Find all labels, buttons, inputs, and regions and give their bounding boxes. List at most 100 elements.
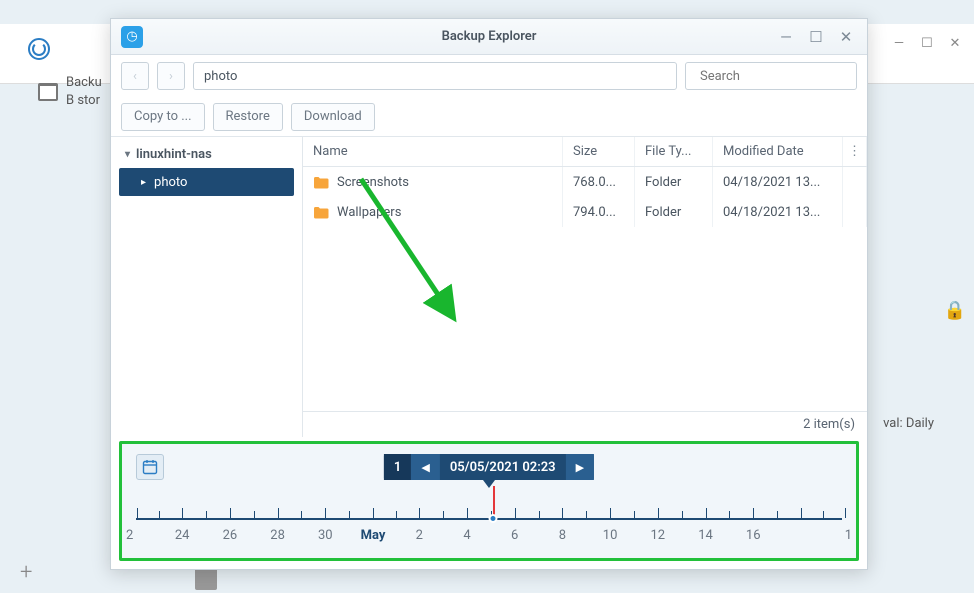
timeline-tick-minor: [777, 511, 778, 518]
search-input[interactable]: [700, 69, 866, 84]
bg-item-line2: B stor: [66, 92, 102, 110]
action-toolbar: Copy to ... Restore Download: [111, 97, 867, 137]
cell-name: Screenshots: [303, 167, 563, 197]
tree-root-label: linuxhint-nas: [136, 147, 212, 162]
timeline-day-label: 24: [175, 528, 190, 543]
timeline-tick-minor: [254, 511, 255, 518]
tree-root[interactable]: ▾ linuxhint-nas: [111, 143, 302, 166]
search-box[interactable]: [685, 62, 857, 90]
timeline-tick: [610, 508, 611, 518]
col-name[interactable]: Name: [303, 137, 563, 166]
timeline-labels: 224262830May2468101214161: [122, 528, 856, 548]
cell-modified: 04/18/2021 13...: [713, 197, 843, 227]
download-button[interactable]: Download: [291, 103, 375, 131]
window-controls: — ☐ ✕: [777, 28, 867, 46]
timeline-tick: [230, 508, 231, 518]
timeline-day-label: 12: [651, 528, 666, 543]
col-type[interactable]: File Ty...: [635, 137, 713, 166]
timeline-day-label: 26: [223, 528, 238, 543]
timeline-tick: [706, 508, 707, 518]
cell-spacer: [843, 197, 867, 227]
timeline-day-label: 16: [746, 528, 761, 543]
timeline-day-label: 4: [463, 528, 470, 543]
back-button[interactable]: ‹: [121, 62, 149, 90]
table-row[interactable]: Screenshots768.0...Folder04/18/2021 13..…: [303, 167, 867, 197]
col-menu-button[interactable]: ⋮: [843, 137, 867, 166]
timeline-tick-minor: [539, 511, 540, 518]
timeline-tick: [325, 508, 326, 518]
timeline-tick: [419, 508, 420, 518]
timeline-tick-minor: [206, 511, 207, 518]
timeline-tick: [467, 508, 468, 518]
table-header: Name Size File Ty... Modified Date ⋮: [303, 137, 867, 167]
close-button[interactable]: ✕: [837, 28, 855, 46]
bg-lock-icon: 🔒: [944, 300, 966, 321]
timeline-day-label: 2: [126, 528, 133, 543]
caret-down-icon: ▾: [125, 149, 130, 160]
timeline-tick: [182, 508, 183, 518]
timeline-tick: [658, 508, 659, 518]
timeline-tick-minor: [823, 511, 824, 518]
col-modified[interactable]: Modified Date: [713, 137, 843, 166]
titlebar[interactable]: ◷ Backup Explorer — ☐ ✕: [111, 19, 867, 55]
timeline-tick-minor: [634, 511, 635, 518]
timeline-next-button[interactable]: ▶: [566, 454, 594, 480]
timeline-tick-minor: [586, 511, 587, 518]
cell-type: Folder: [635, 197, 713, 227]
bg-window-controls: — ☐ ✕: [892, 36, 962, 51]
bg-item-text: Backu B stor: [66, 74, 102, 110]
minimize-button[interactable]: —: [777, 28, 795, 46]
cell-size: 794.0...: [563, 197, 635, 227]
timeline-dot[interactable]: [488, 514, 497, 523]
backup-explorer-window: ◷ Backup Explorer — ☐ ✕ ‹ › Copy to ... …: [110, 18, 868, 570]
window-title: Backup Explorer: [111, 29, 867, 44]
main-pane: Name Size File Ty... Modified Date ⋮ Scr…: [303, 137, 867, 437]
bg-min-icon[interactable]: —: [892, 36, 906, 51]
cell-modified: 04/18/2021 13...: [713, 167, 843, 197]
bg-max-icon[interactable]: ☐: [920, 36, 934, 51]
tree-item-label: photo: [154, 175, 187, 190]
timeline-date: 05/05/2021 02:23: [440, 454, 566, 480]
status-bar: 2 item(s): [303, 411, 867, 437]
cell-type: Folder: [635, 167, 713, 197]
timeline-tick: [515, 508, 516, 518]
bg-app-icon: [28, 38, 50, 60]
sidebar: ▾ linuxhint-nas ▸ photo: [111, 137, 303, 437]
cell-size: 768.0...: [563, 167, 635, 197]
table-row[interactable]: Wallpapers794.0...Folder04/18/2021 13...: [303, 197, 867, 227]
timeline-day-label: 30: [318, 528, 333, 543]
tree-item-photo[interactable]: ▸ photo: [119, 168, 294, 196]
timeline-prev-button[interactable]: ◀: [411, 454, 439, 480]
timeline-tick: [373, 508, 374, 518]
bg-item-line1: Backu: [66, 74, 102, 92]
timeline-month-label: May: [361, 528, 386, 543]
col-size[interactable]: Size: [563, 137, 635, 166]
cell-name: Wallpapers: [303, 197, 563, 227]
timeline-tick-minor: [396, 511, 397, 518]
body: ▾ linuxhint-nas ▸ photo Name Size File T…: [111, 137, 867, 437]
timeline-day-label: 28: [270, 528, 285, 543]
bg-calendar-icon: [38, 83, 58, 101]
timeline-tick-minor: [682, 511, 683, 518]
copy-to-button[interactable]: Copy to ...: [121, 103, 205, 131]
timeline-day-label: 8: [559, 528, 566, 543]
bg-close-icon[interactable]: ✕: [948, 36, 962, 51]
timeline-tick-minor: [729, 511, 730, 518]
forward-button[interactable]: ›: [157, 62, 185, 90]
bg-add-button[interactable]: +: [20, 560, 32, 585]
timeline-count: 1: [384, 454, 411, 480]
restore-button[interactable]: Restore: [213, 103, 283, 131]
timeline-day-label: 2: [416, 528, 423, 543]
timeline[interactable]: 1 ◀ 05/05/2021 02:23 ▶ 224262830May24681…: [119, 441, 859, 561]
maximize-button[interactable]: ☐: [807, 28, 825, 46]
timeline-tick: [562, 508, 563, 518]
table-body: Screenshots768.0...Folder04/18/2021 13..…: [303, 167, 867, 411]
timeline-tick-minor: [443, 511, 444, 518]
timeline-calendar-button[interactable]: [136, 454, 164, 480]
timeline-day-label: 10: [603, 528, 618, 543]
timeline-tick-minor: [301, 511, 302, 518]
bg-sidebar-item[interactable]: Backu B stor: [38, 74, 102, 110]
caret-right-icon: ▸: [141, 177, 146, 188]
path-input[interactable]: [193, 62, 677, 90]
timeline-tick: [278, 508, 279, 518]
